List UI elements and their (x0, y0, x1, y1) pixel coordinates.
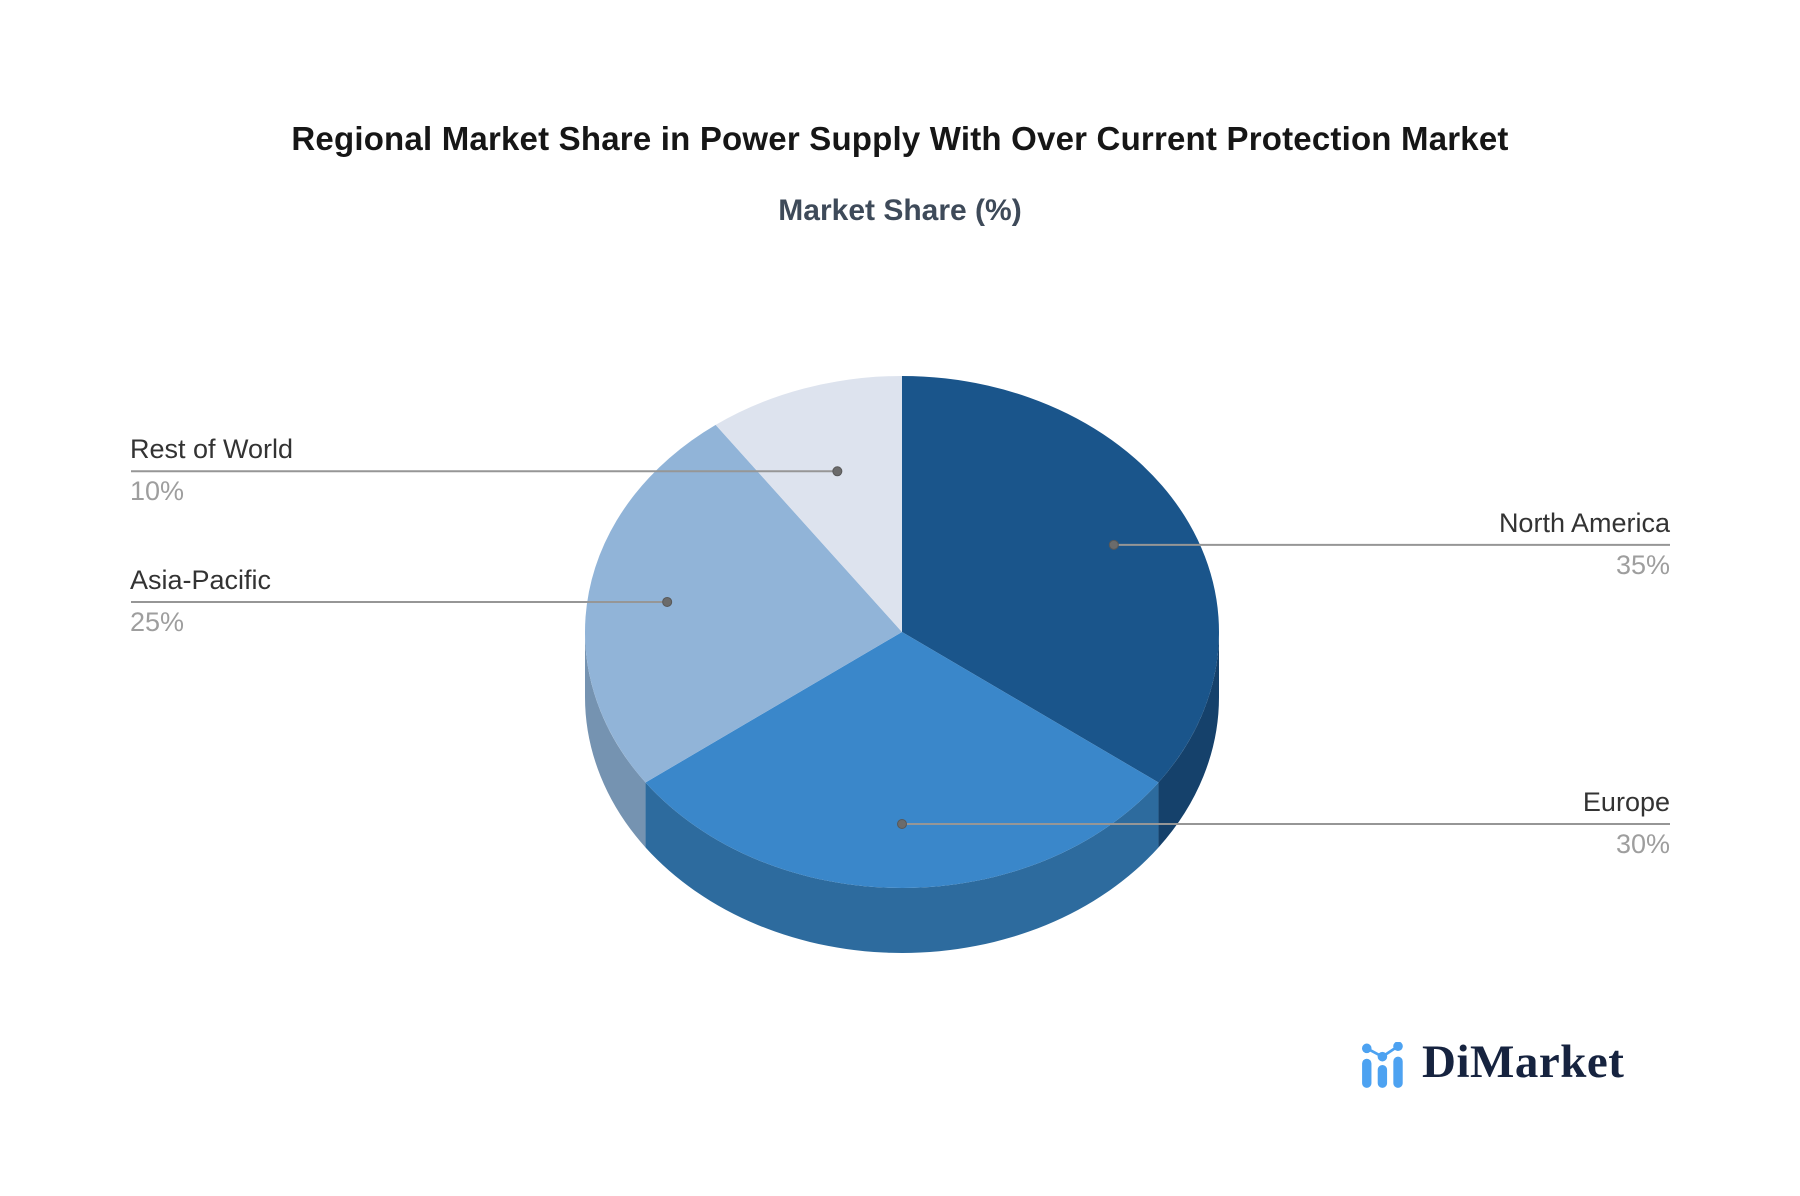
pie-slice-side (1158, 632, 1219, 848)
slice-label-europe: Europe 30% (1583, 787, 1670, 860)
slice-name: North America (1498, 507, 1670, 538)
leader-dot (897, 819, 907, 829)
slice-name: Asia-Pacific (130, 564, 272, 595)
leader-dot (662, 596, 673, 607)
slice-label-north-america: North America 35% (1499, 508, 1670, 581)
slice-name: Rest of World (130, 434, 294, 465)
pie-slice-side (585, 632, 646, 848)
chart-title: Regional Market Share in Power Supply Wi… (291, 120, 1509, 157)
pie-slice-asia-pacific[interactable] (585, 424, 902, 783)
leader-dot (832, 466, 843, 477)
bar-line-chart-icon (1361, 1042, 1403, 1088)
slice-percentage: 25% (130, 606, 185, 637)
logo-text: DiMarket (1422, 1036, 1625, 1088)
pie-slice-north-america[interactable] (902, 376, 1219, 783)
leader-dot (1108, 539, 1119, 550)
slice-percentage: 30% (1615, 829, 1670, 859)
chart-subtitle: Market Share (%) (778, 194, 1022, 227)
slice-label-asia-pacific: Asia-Pacific 25% (130, 565, 271, 638)
dimarket-logo: DiMarket (1360, 1036, 1624, 1088)
slice-percentage: 10% (130, 476, 185, 507)
pie-slice-rest-of-world[interactable] (715, 376, 902, 632)
slice-name: Europe (1582, 787, 1670, 817)
pie-slice-side (645, 782, 1159, 953)
slice-percentage: 35% (1615, 549, 1670, 580)
slice-label-rest-of-world: Rest of World 10% (130, 434, 293, 507)
